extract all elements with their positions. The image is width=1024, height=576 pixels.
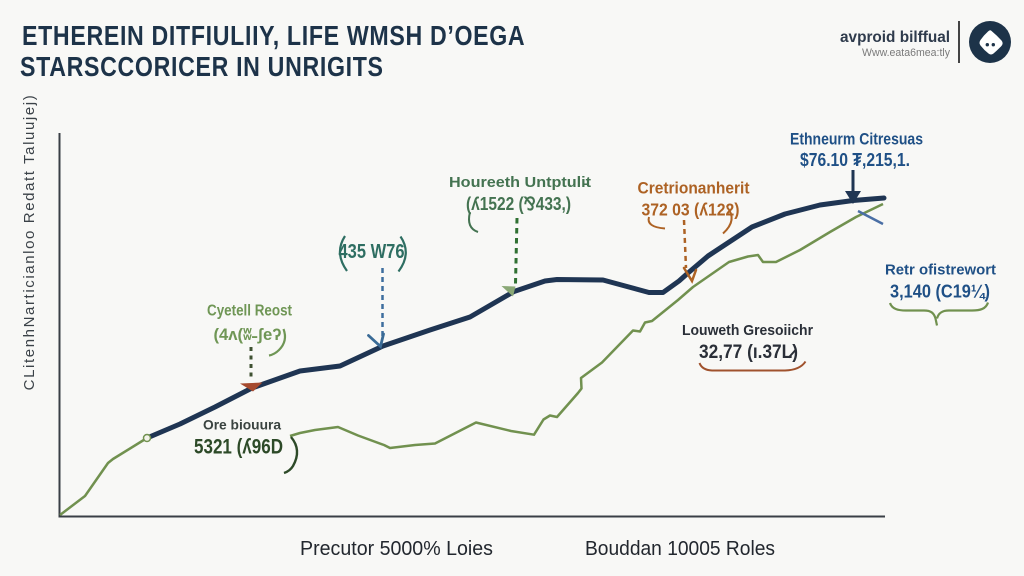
svg-text:CLitenhNarticianloo Redatt Tal: CLitenhNarticianloo Redatt Taluujej) [21, 94, 38, 391]
svg-text:Ethneurm Citresuas: Ethneurm Citresuas [790, 131, 923, 149]
svg-text:Precutor 5000% Loies: Precutor 5000% Loies [300, 538, 493, 560]
svg-text:32,77 (ı.37L̷): 32,77 (ı.37L̷) [699, 342, 798, 363]
svg-text:3,140 (C19¼): 3,140 (C19¼) [890, 282, 990, 302]
svg-text:372 03 (ʎ122): 372 03 (ʎ122) [642, 200, 740, 220]
svg-text:Www.eata6mea:tly: Www.eata6mea:tly [862, 47, 950, 59]
svg-text:Cretrionanherit: Cretrionanherit [638, 180, 750, 198]
svg-text:STARSCCORICER IN UNRIGITS: STARSCCORICER IN UNRIGITS [20, 52, 384, 82]
svg-text:435 W76: 435 W76 [339, 241, 405, 263]
svg-text:Ore biouura: Ore biouura [203, 418, 281, 433]
svg-text:Louweth Gresoiichr: Louweth Gresoiichr [682, 322, 813, 339]
svg-text:avproid bilffual: avproid bilffual [840, 29, 950, 46]
svg-text:(ʎ1522 (⅋433,): (ʎ1522 (⅋433,) [466, 194, 571, 214]
svg-text:5321 (ʎ96D: 5321 (ʎ96D [194, 436, 283, 459]
svg-text:$76.10 ₮,215,1.: $76.10 ₮,215,1. [800, 150, 910, 170]
svg-text:Cyetell Reost: Cyetell Reost [207, 303, 292, 320]
svg-text:Bouddan 10005 Roles: Bouddan 10005 Roles [585, 538, 775, 560]
svg-text:Retr ofistrewort: Retr ofistrewort [885, 262, 996, 279]
svg-text:(4ʌ(ʬ˗ʃeʔ: (4ʌ(ʬ˗ʃeʔ [214, 325, 282, 344]
svg-text:ETHEREIN DITFIULIIY, LIFE WMSH: ETHEREIN DITFIULIIY, LIFE WMSH D’OEGA [22, 21, 525, 51]
svg-text:Houreeth Untptuli̵t: Houreeth Untptuli̵t [449, 174, 591, 191]
